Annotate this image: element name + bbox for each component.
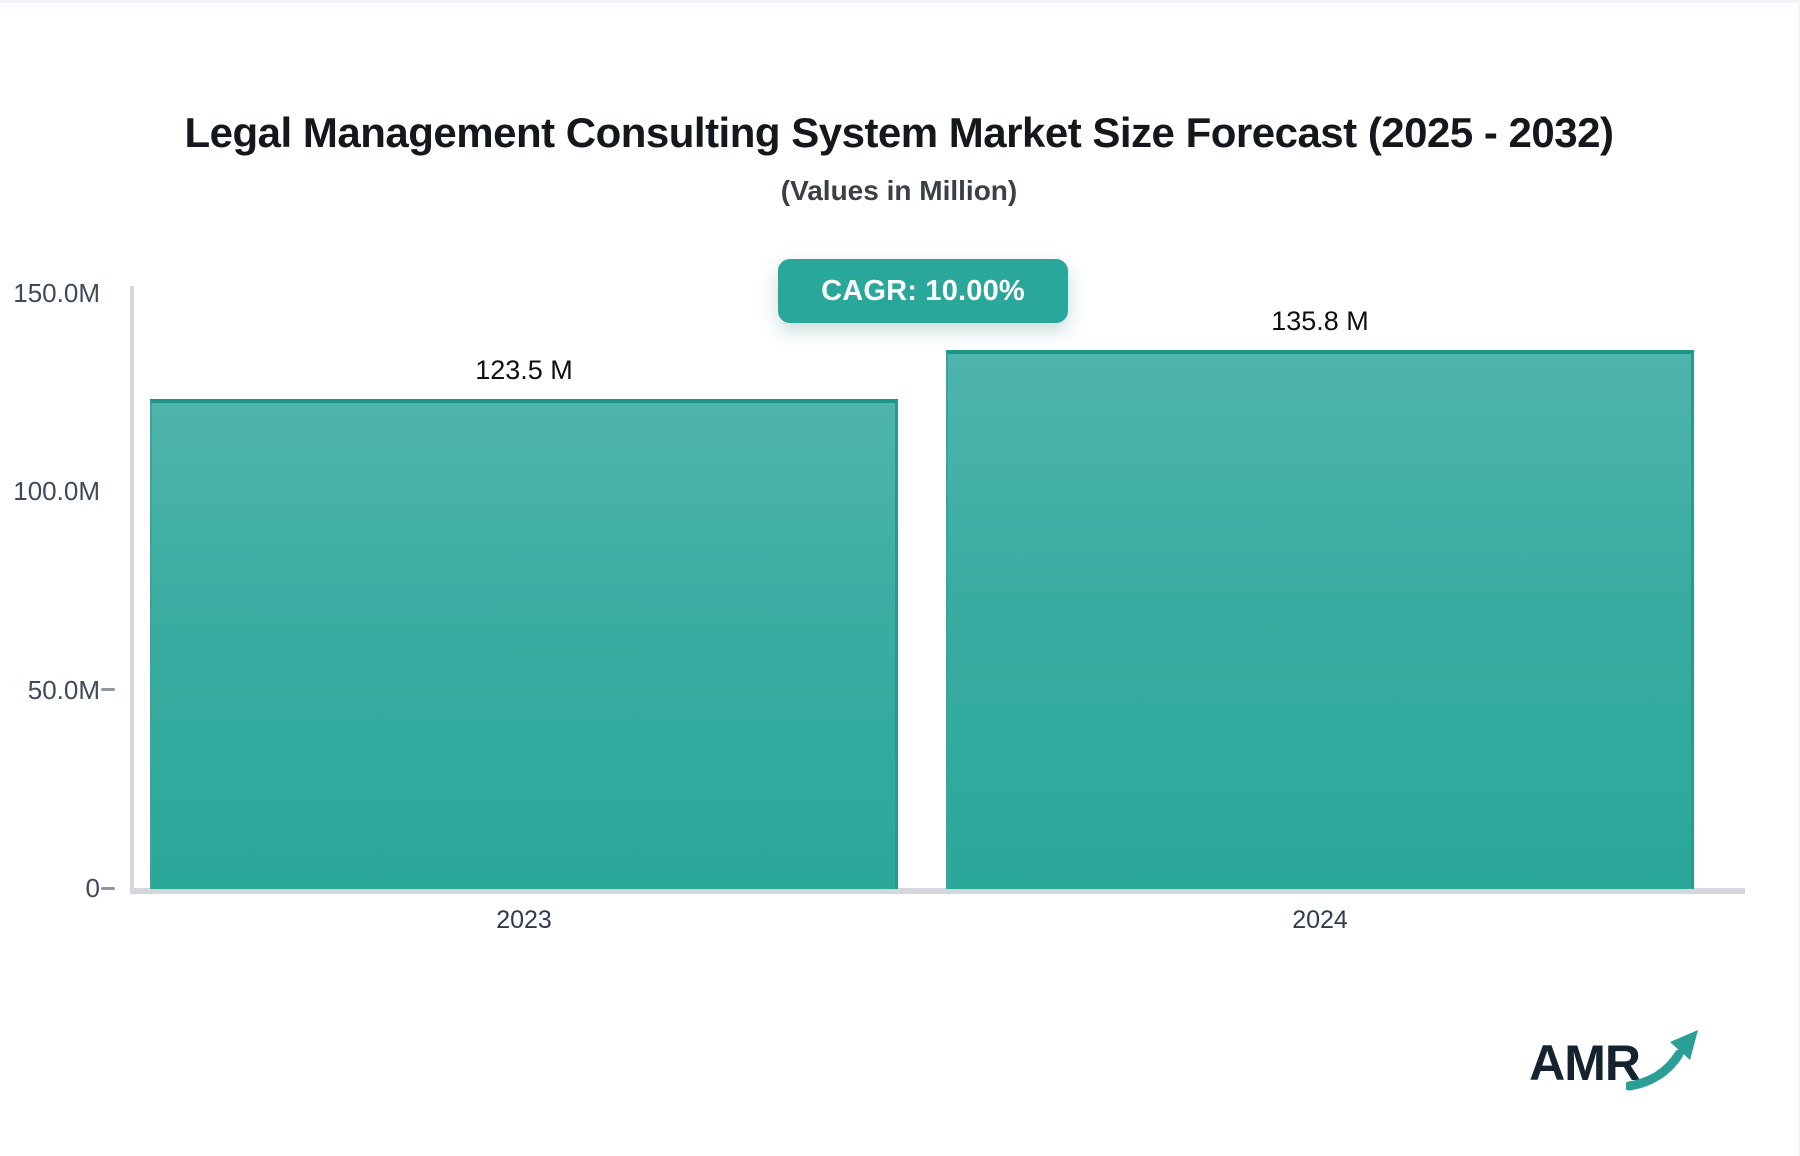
bar-value-label: 123.5 M [475, 355, 573, 385]
bar-value-label: 135.8 M [1271, 306, 1369, 336]
trend-up-arrow-icon [1626, 1030, 1698, 1091]
y-tick-mark-50 [101, 688, 115, 691]
x-tick-label-2024: 2024 [1292, 906, 1348, 934]
x-tick-label-2023: 2023 [496, 906, 552, 934]
chart-subtitle: (Values in Million) [780, 175, 1018, 206]
bar-group-2024: 135.8 M 2024 [946, 286, 1694, 934]
bar-group-2023: 123.5 M 2023 [150, 286, 898, 934]
amr-logo-text: AMR [1529, 1035, 1641, 1091]
y-tick-label-150: 150.0M [13, 278, 100, 308]
plot-area: 123.5 M 2023 135.8 M 2024 [130, 286, 1745, 934]
cagr-badge: CAGR: 10.00% [778, 259, 1068, 323]
bar-2024 [946, 350, 1694, 889]
y-tick-label-50: 50.0M [27, 675, 100, 705]
y-tick-mark-0 [101, 887, 115, 890]
chart-title: Legal Management Consulting System Marke… [184, 109, 1614, 156]
bar-2023 [150, 399, 898, 889]
y-axis-line [130, 286, 134, 894]
x-axis-line [130, 888, 1745, 894]
y-tick-label-0: 0 [85, 873, 100, 903]
y-tick-label-100: 100.0M [13, 476, 100, 506]
amr-logo: AMR [1529, 1028, 1700, 1098]
cagr-badge-label: CAGR: 10.00% [821, 274, 1025, 307]
